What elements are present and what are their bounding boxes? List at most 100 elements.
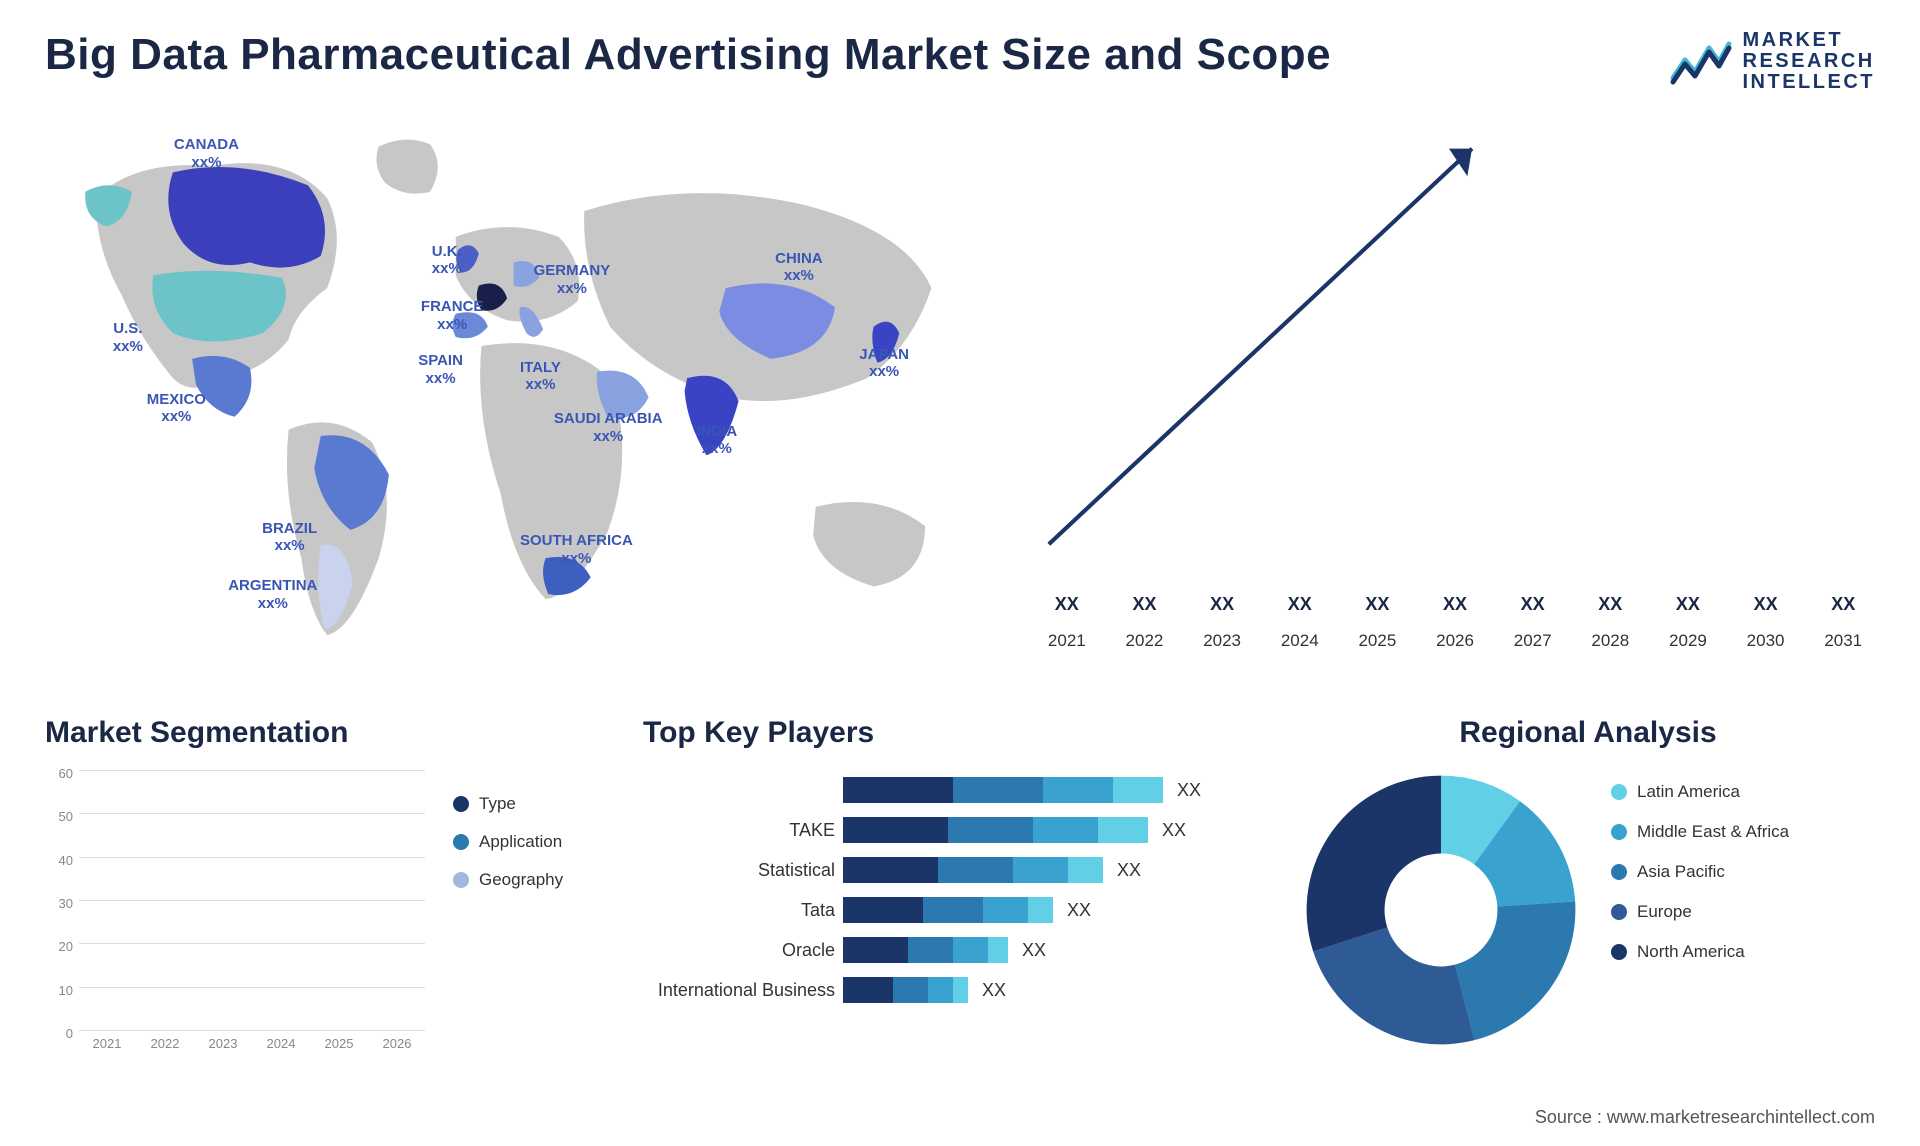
key-player-row: XX — [643, 774, 1263, 806]
seg-x-label: 2026 — [373, 1030, 421, 1060]
forecast-x-label: 2028 — [1578, 621, 1642, 661]
key-player-row: International Business XX — [643, 974, 1263, 1006]
key-player-bar — [843, 777, 1163, 803]
forecast-bar-label: XX — [1521, 594, 1545, 615]
forecast-bar-label: XX — [1210, 594, 1234, 615]
legend-item: Geography — [453, 870, 605, 890]
logo-line-2: RESEARCH — [1743, 51, 1876, 72]
key-player-row: TAKE XX — [643, 814, 1263, 846]
logo-text: MARKET RESEARCH INTELLECT — [1743, 30, 1876, 93]
legend-item: Asia Pacific — [1611, 862, 1789, 882]
key-player-value: XX — [1022, 940, 1046, 961]
key-player-name: Tata — [643, 900, 843, 921]
map-label: CANADAxx% — [174, 136, 239, 171]
seg-ytick: 20 — [59, 939, 73, 947]
forecast-x-label: 2030 — [1734, 621, 1798, 661]
key-player-row: Tata XX — [643, 894, 1263, 926]
map-label: SOUTH AFRICAxx% — [520, 532, 633, 567]
forecast-x-label: 2022 — [1113, 621, 1177, 661]
forecast-x-label: 2026 — [1423, 621, 1487, 661]
map-label: SPAINxx% — [418, 352, 463, 387]
forecast-x-label: 2021 — [1035, 621, 1099, 661]
legend-item: Type — [453, 794, 605, 814]
key-player-row: Statistical XX — [643, 854, 1263, 886]
forecast-bar-label: XX — [1754, 594, 1778, 615]
world-map: CANADAxx% U.S.xx% MEXICOxx% BRAZILxx% ARGENT… — [45, 121, 995, 661]
donut-slice — [1313, 927, 1474, 1044]
forecast-x-label: 2031 — [1811, 621, 1875, 661]
segmentation-legend: Type Application Geography — [425, 770, 605, 1060]
key-player-name: Statistical — [643, 860, 843, 881]
map-label: SAUDI ARABIAxx% — [554, 410, 663, 445]
key-player-bar — [843, 897, 1053, 923]
donut-slice — [1455, 902, 1575, 1041]
key-player-name: TAKE — [643, 820, 843, 841]
legend-item: North America — [1611, 942, 1789, 962]
key-player-value: XX — [1162, 820, 1186, 841]
header: Big Data Pharmaceutical Advertising Mark… — [45, 30, 1875, 93]
key-player-value: XX — [1117, 860, 1141, 881]
key-player-value: XX — [1067, 900, 1091, 921]
forecast-x-label: 2023 — [1190, 621, 1254, 661]
segmentation-chart: 0102030405060 202120222023202420252026 T… — [45, 770, 605, 1060]
forecast-bar-label: XX — [1132, 594, 1156, 615]
source-attribution: Source : www.marketresearchintellect.com — [1535, 1107, 1875, 1128]
forecast-bar-label: XX — [1831, 594, 1855, 615]
seg-x-label: 2025 — [315, 1030, 363, 1060]
seg-x-label: 2021 — [83, 1030, 131, 1060]
map-label: U.K.xx% — [432, 243, 462, 278]
key-players-chart: XXTAKEXXStatisticalXXTataXXOracleXXInter… — [643, 770, 1263, 1060]
map-label: ITALYxx% — [520, 359, 561, 394]
map-label: BRAZILxx% — [262, 520, 317, 555]
forecast-bar-label: XX — [1676, 594, 1700, 615]
forecast-bar-label: XX — [1443, 594, 1467, 615]
forecast-bar-label: XX — [1288, 594, 1312, 615]
logo-line-1: MARKET — [1743, 30, 1876, 51]
seg-ytick: 60 — [59, 766, 73, 774]
key-player-value: XX — [1177, 780, 1201, 801]
key-player-value: XX — [982, 980, 1006, 1001]
seg-x-label: 2022 — [141, 1030, 189, 1060]
seg-x-label: 2023 — [199, 1030, 247, 1060]
donut-slice — [1307, 776, 1441, 952]
forecast-bar-label: XX — [1055, 594, 1079, 615]
legend-swatch-icon — [1611, 784, 1627, 800]
map-label: ARGENTINAxx% — [228, 577, 317, 612]
map-label: GERMANYxx% — [534, 262, 611, 297]
forecast-x-label: 2029 — [1656, 621, 1720, 661]
legend-item: Europe — [1611, 902, 1789, 922]
key-player-bar — [843, 977, 968, 1003]
regional-section: Regional Analysis Latin America Middle Ea… — [1301, 716, 1875, 1060]
key-player-name: International Business — [643, 980, 843, 1001]
logo-mark-icon — [1669, 38, 1733, 86]
forecast-x-label: 2025 — [1346, 621, 1410, 661]
legend-item: Latin America — [1611, 782, 1789, 802]
segmentation-title: Market Segmentation — [45, 716, 605, 750]
forecast-bar-label: XX — [1598, 594, 1622, 615]
forecast-chart: XXXXXXXXXXXXXXXXXXXXXX 20212022202320242… — [1035, 121, 1875, 661]
map-label: MEXICOxx% — [147, 391, 206, 426]
seg-ytick: 50 — [59, 809, 73, 817]
seg-ytick: 0 — [66, 1026, 73, 1034]
legend-swatch-icon — [453, 872, 469, 888]
forecast-bar-label: XX — [1365, 594, 1389, 615]
regional-title: Regional Analysis — [1301, 716, 1875, 750]
legend-swatch-icon — [453, 834, 469, 850]
map-label: FRANCExx% — [421, 298, 484, 333]
legend-item: Application — [453, 832, 605, 852]
legend-item: Middle East & Africa — [1611, 822, 1789, 842]
seg-x-label: 2024 — [257, 1030, 305, 1060]
seg-ytick: 30 — [59, 896, 73, 904]
seg-ytick: 40 — [59, 853, 73, 861]
legend-swatch-icon — [1611, 944, 1627, 960]
legend-swatch-icon — [1611, 904, 1627, 920]
map-label: U.S.xx% — [113, 320, 143, 355]
map-label: CHINAxx% — [775, 250, 823, 285]
legend-swatch-icon — [1611, 864, 1627, 880]
map-label: INDIAxx% — [696, 423, 737, 458]
logo: MARKET RESEARCH INTELLECT — [1669, 30, 1876, 93]
key-players-title: Top Key Players — [643, 716, 1263, 750]
logo-line-3: INTELLECT — [1743, 72, 1876, 93]
top-row: CANADAxx% U.S.xx% MEXICOxx% BRAZILxx% ARGENT… — [45, 121, 1875, 661]
regional-legend: Latin America Middle East & Africa Asia Pa… — [1611, 770, 1789, 982]
